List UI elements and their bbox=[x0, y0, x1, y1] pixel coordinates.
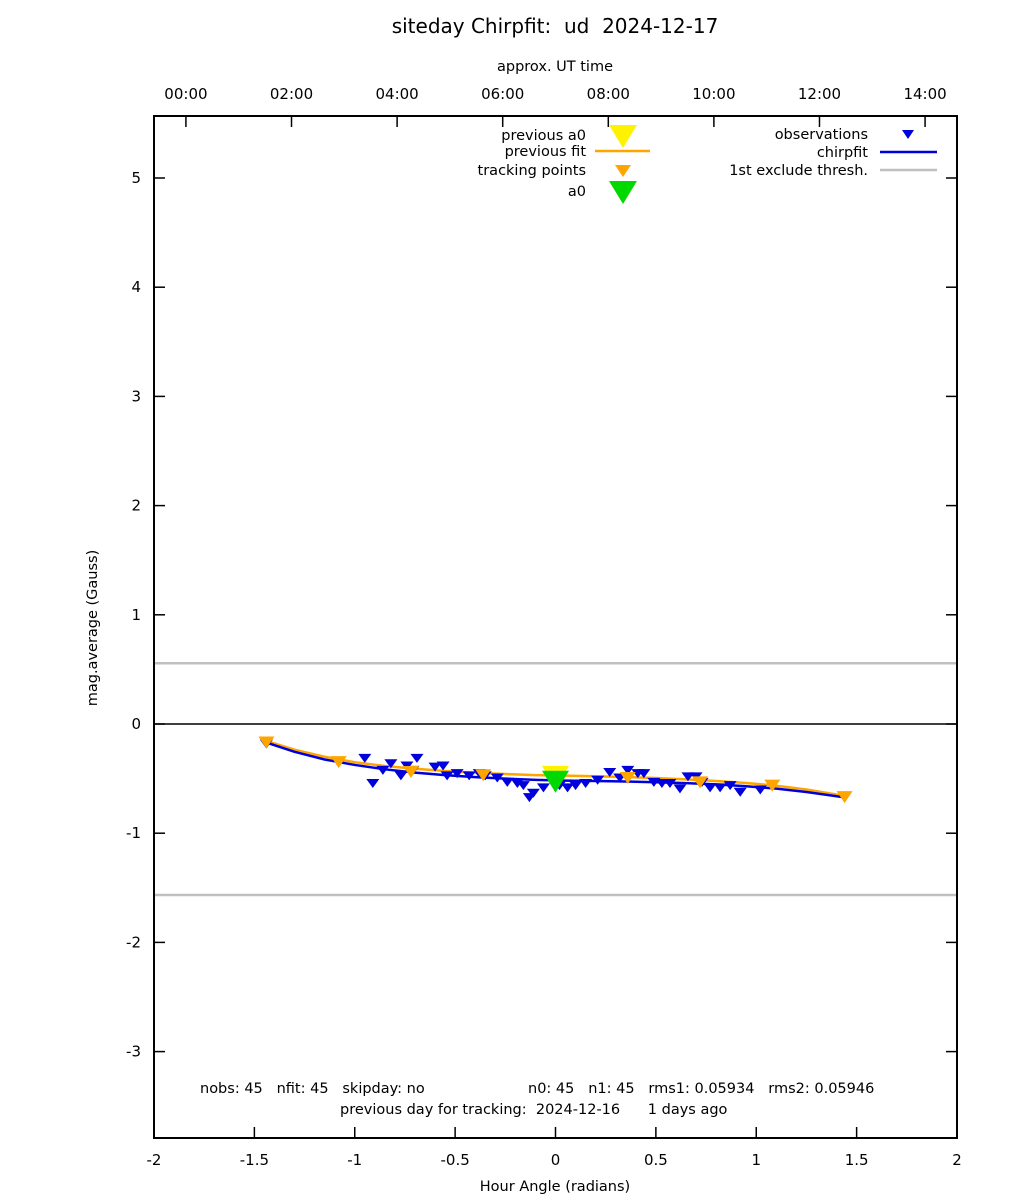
observation-point bbox=[569, 781, 583, 791]
y-axis-label: mag.average (Gauss) bbox=[85, 550, 101, 707]
chart-title: siteday Chirpfit: ud 2024-12-17 bbox=[392, 14, 719, 38]
x-tick-label: -2 bbox=[147, 1151, 162, 1169]
legend-label-previous-a0: previous a0 bbox=[501, 128, 586, 144]
tracking-point bbox=[475, 769, 492, 782]
observation-point bbox=[536, 783, 550, 793]
top-tick-label: 06:00 bbox=[481, 85, 524, 103]
observation-point bbox=[603, 768, 617, 778]
a0-marker bbox=[542, 770, 569, 793]
top-tick-label: 10:00 bbox=[692, 85, 735, 103]
x-tick-label: 1 bbox=[751, 1151, 761, 1169]
observation-point bbox=[440, 771, 454, 781]
observation-point bbox=[579, 778, 593, 788]
tracking-point bbox=[619, 771, 636, 784]
observation-point bbox=[637, 769, 651, 779]
tracking-point bbox=[836, 791, 853, 804]
legend-label-1st-exclude-thresh-: 1st exclude thresh. bbox=[729, 163, 868, 179]
x-tick-label: 2 bbox=[952, 1151, 962, 1169]
observation-point bbox=[526, 788, 540, 798]
observation-point bbox=[394, 771, 408, 781]
y-tick-label: -1 bbox=[126, 824, 141, 842]
y-tick-label: 4 bbox=[131, 278, 141, 296]
y-tick-label: 1 bbox=[131, 606, 141, 624]
observation-point bbox=[733, 787, 747, 797]
stats-line1-right: n0: 45 n1: 45 rms1: 0.05934 rms2: 0.0594… bbox=[528, 1081, 874, 1097]
top-tick-label: 04:00 bbox=[375, 85, 418, 103]
y-tick-label: -2 bbox=[126, 933, 141, 951]
observation-point bbox=[703, 783, 717, 793]
observation-point bbox=[384, 759, 398, 769]
tracking-point bbox=[330, 756, 347, 769]
legend-marker-triangle-tiny bbox=[902, 130, 914, 139]
tracking-point bbox=[692, 776, 709, 789]
x-tick-label: 0 bbox=[551, 1151, 561, 1169]
observation-point bbox=[561, 783, 575, 793]
observation-point bbox=[376, 765, 390, 775]
top-tick-label: 02:00 bbox=[270, 85, 313, 103]
top-tick-label: 00:00 bbox=[164, 85, 207, 103]
observation-point bbox=[366, 778, 380, 788]
observation-point bbox=[428, 762, 442, 772]
top-tick-label: 12:00 bbox=[798, 85, 841, 103]
observation-point bbox=[673, 784, 687, 794]
y-tick-label: 2 bbox=[131, 497, 141, 515]
y-tick-label: 0 bbox=[131, 715, 141, 733]
x-tick-label: -0.5 bbox=[440, 1151, 469, 1169]
y-tick-label: 5 bbox=[131, 169, 141, 187]
observation-point bbox=[723, 781, 737, 791]
observation-point bbox=[500, 777, 514, 787]
x-axis-label: Hour Angle (radians) bbox=[480, 1179, 630, 1195]
top-tick-label: 08:00 bbox=[587, 85, 630, 103]
tracking-point bbox=[258, 736, 275, 749]
observation-point bbox=[591, 775, 605, 785]
observation-point bbox=[621, 765, 635, 775]
tracking-point bbox=[764, 779, 781, 792]
x-tick-label: -1 bbox=[347, 1151, 362, 1169]
stats-line2: previous day for tracking: 2024-12-16 1 … bbox=[340, 1102, 728, 1118]
observation-point bbox=[436, 761, 450, 771]
observation-point bbox=[516, 781, 530, 791]
y-tick-label: -3 bbox=[126, 1043, 141, 1061]
observation-point bbox=[713, 783, 727, 793]
x-tick-label: -1.5 bbox=[240, 1151, 269, 1169]
observation-point bbox=[410, 753, 424, 763]
legend-marker-triangle-small bbox=[615, 165, 631, 177]
observation-point bbox=[450, 769, 464, 779]
legend-label-tracking-points: tracking points bbox=[478, 163, 586, 179]
x-tick-label: 0.5 bbox=[644, 1151, 668, 1169]
legend-label-previous-fit: previous fit bbox=[505, 144, 587, 160]
observation-point bbox=[462, 771, 476, 781]
stats-line1-left: nobs: 45 nfit: 45 skipday: no bbox=[200, 1081, 425, 1097]
legend-label-a0: a0 bbox=[568, 184, 586, 200]
tracking-point bbox=[402, 765, 419, 778]
top-tick-label: 14:00 bbox=[903, 85, 946, 103]
legend-marker-triangle-large bbox=[609, 125, 637, 148]
legend-label-chirpfit: chirpfit bbox=[817, 145, 868, 161]
y-tick-label: 3 bbox=[131, 387, 141, 405]
top-axis-label: approx. UT time bbox=[497, 59, 613, 75]
x-tick-label: 1.5 bbox=[845, 1151, 869, 1169]
observation-point bbox=[358, 753, 372, 763]
legend-marker-triangle-large bbox=[609, 181, 637, 204]
legend-label-observations: observations bbox=[775, 127, 868, 143]
observation-point bbox=[753, 785, 767, 795]
observation-point bbox=[490, 773, 504, 783]
observation-point bbox=[663, 778, 677, 788]
